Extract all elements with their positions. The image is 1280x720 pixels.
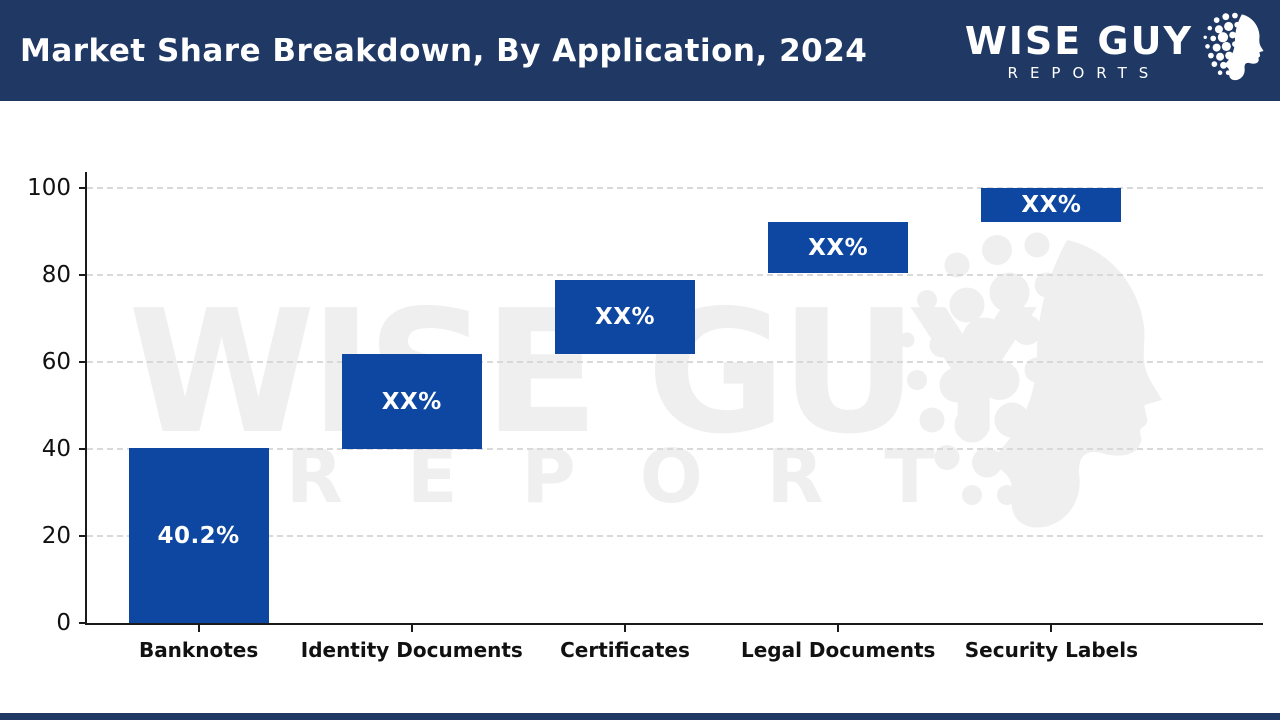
x-tick-mark	[837, 625, 840, 632]
bar-certificates: XX%	[555, 279, 695, 354]
x-tick-mark	[1050, 625, 1053, 632]
x-category-label: Banknotes	[138, 638, 259, 662]
x-category-label: Certificates	[560, 638, 690, 662]
watermark-subtitle: REPORTS	[286, 434, 1117, 520]
y-tick-label: 100	[27, 175, 71, 201]
y-tick-label: 20	[41, 523, 71, 549]
y-gridline	[87, 535, 1263, 537]
y-gridline	[87, 187, 1263, 189]
x-axis-spine	[85, 623, 1263, 625]
logo-face-icon	[1203, 12, 1264, 81]
logo-wordmark: WISE GUY	[964, 18, 1193, 63]
y-tick-label: 60	[41, 349, 71, 375]
bar-value-label: 40.2%	[157, 522, 240, 549]
y-gridline	[87, 448, 1263, 450]
y-tick-mark	[79, 187, 87, 189]
bar-value-label: XX%	[594, 303, 655, 330]
y-gridline	[87, 361, 1263, 363]
plot-area: 0 20 40 60 80 100 Banknotes Identity Documents C…	[0, 101, 1280, 713]
x-tick-mark	[410, 625, 413, 632]
y-tick-mark	[79, 448, 87, 450]
header-banner: Market Share Breakdown, By Application, …	[0, 0, 1280, 101]
bar-security-labels: XX%	[981, 188, 1122, 222]
x-category-label: Security Labels	[964, 638, 1139, 662]
x-tick-mark	[624, 625, 626, 632]
page-title: Market Share Breakdown, By Application, …	[20, 32, 868, 69]
bar-identity-documents: XX%	[341, 354, 482, 449]
y-tick-mark	[79, 361, 87, 363]
y-tick-label: 80	[41, 262, 71, 288]
y-tick-mark	[79, 535, 87, 537]
wise-guy-logo: WISE GUY REPORTS	[965, 8, 1266, 94]
y-tick-mark	[79, 274, 87, 276]
y-axis-spine	[85, 172, 87, 625]
bar-value-label: XX%	[808, 234, 869, 261]
y-tick-mark	[79, 622, 87, 624]
logo-subtitle: REPORTS	[1007, 63, 1161, 82]
bar-value-label: XX%	[381, 388, 442, 415]
x-category-label: Legal Documents	[740, 638, 936, 662]
footer-strip	[0, 713, 1280, 720]
y-gridline	[87, 274, 1263, 276]
x-tick-mark	[197, 625, 200, 632]
bar-value-label: XX%	[1021, 191, 1082, 218]
x-category-label: Identity Documents	[300, 638, 523, 662]
bar-legal-documents: XX%	[768, 221, 909, 274]
logo-text: WISE GUY REPORTS	[965, 22, 1193, 81]
y-tick-label: 0	[56, 610, 71, 636]
bar-banknotes: 40.2%	[128, 448, 269, 623]
y-tick-label: 40	[41, 436, 71, 462]
